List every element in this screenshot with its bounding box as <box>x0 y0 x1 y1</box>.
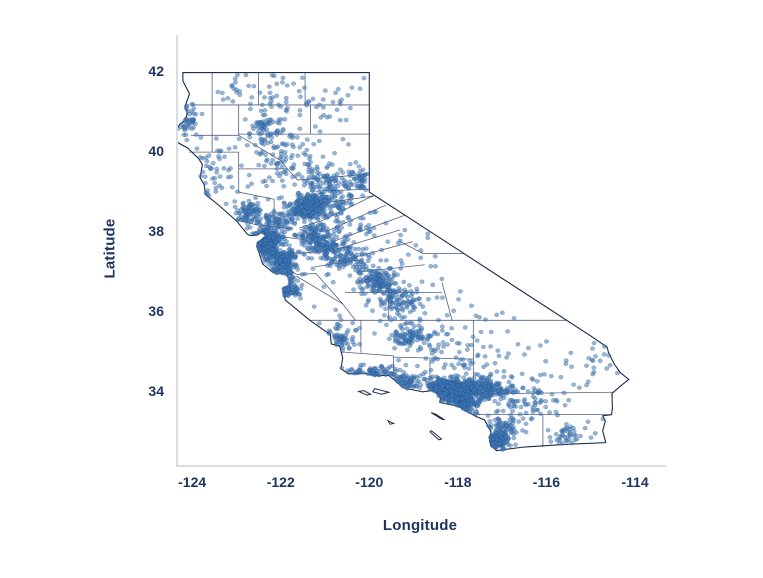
island-outline <box>359 391 371 395</box>
x-tick-label: -124 <box>178 474 207 490</box>
island-outline <box>373 389 389 395</box>
y-tick-label: 42 <box>148 63 164 80</box>
x-tick-label: -116 <box>532 474 561 490</box>
county-line <box>324 195 374 220</box>
x-axis-title: Longitude <box>382 517 458 534</box>
y-tick-label: 36 <box>148 302 164 319</box>
county-line <box>341 352 394 356</box>
scatter-points <box>178 73 620 452</box>
island-outline <box>430 431 442 440</box>
state-outline <box>178 73 629 451</box>
y-axis-line <box>176 35 178 467</box>
y-tick-label: 38 <box>148 223 164 240</box>
y-tick-label: 34 <box>148 382 164 399</box>
island-outline <box>388 421 394 425</box>
county-line <box>316 274 343 304</box>
county-line <box>442 282 452 320</box>
x-tick-label: -120 <box>355 474 384 490</box>
plot-area <box>178 35 662 465</box>
island-outline <box>431 413 444 420</box>
x-tick-label: -114 <box>621 474 649 490</box>
county-line <box>296 276 342 304</box>
channel-islands <box>359 389 445 440</box>
county-line <box>325 205 386 232</box>
x-axis-line <box>176 465 666 467</box>
california-map-plot <box>178 35 662 465</box>
y-tick-label: 40 <box>148 143 164 160</box>
x-tick-label: -118 <box>444 474 472 490</box>
x-tick-label: -122 <box>266 474 295 490</box>
y-axis-title: Latitude <box>101 218 119 279</box>
county-line <box>287 169 297 180</box>
county-line <box>343 304 356 320</box>
